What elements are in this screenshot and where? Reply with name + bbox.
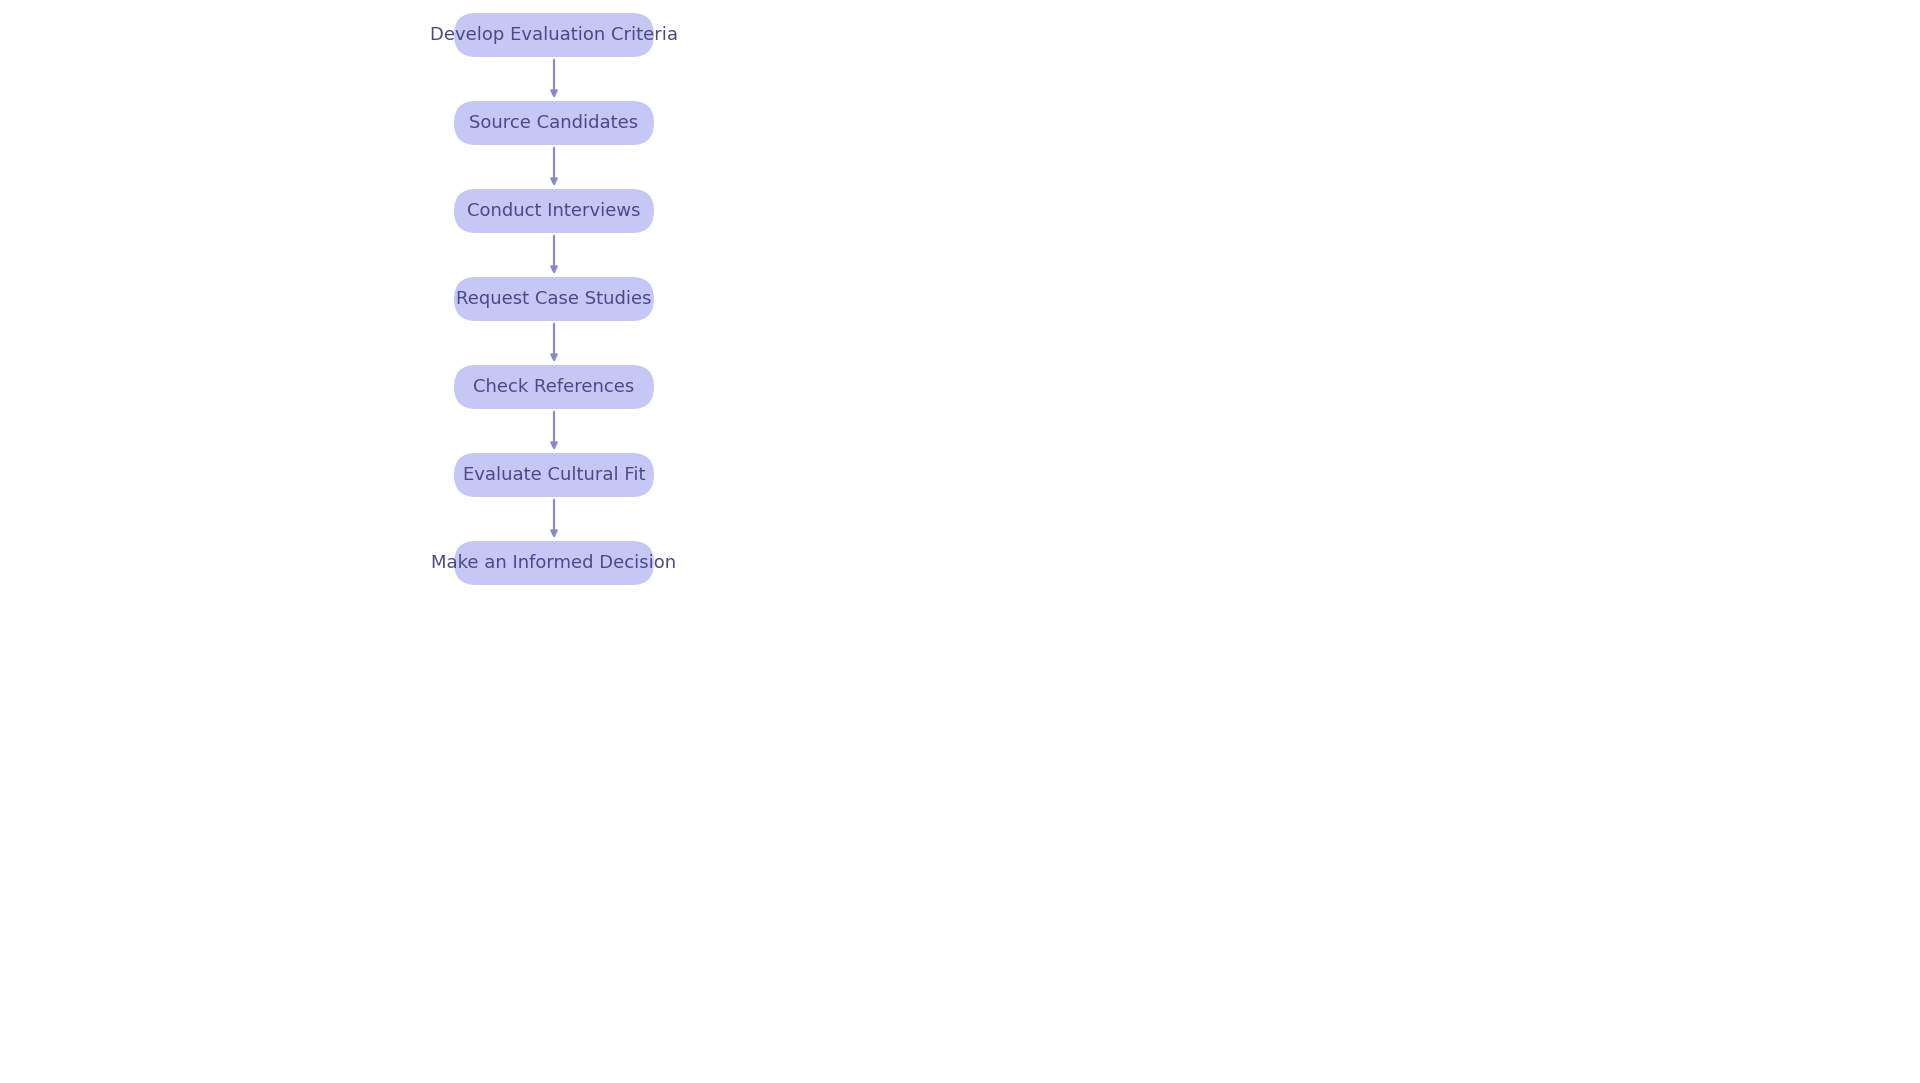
FancyBboxPatch shape: [453, 542, 655, 585]
Text: Make an Informed Decision: Make an Informed Decision: [432, 554, 676, 572]
Text: Source Candidates: Source Candidates: [468, 114, 639, 132]
Text: Request Case Studies: Request Case Studies: [457, 290, 651, 308]
Text: Conduct Interviews: Conduct Interviews: [467, 203, 641, 220]
FancyBboxPatch shape: [453, 453, 655, 497]
Text: Evaluate Cultural Fit: Evaluate Cultural Fit: [463, 466, 645, 484]
FancyBboxPatch shape: [453, 101, 655, 145]
FancyBboxPatch shape: [453, 190, 655, 233]
FancyBboxPatch shape: [453, 365, 655, 409]
Text: Check References: Check References: [474, 378, 636, 396]
Text: Develop Evaluation Criteria: Develop Evaluation Criteria: [430, 26, 678, 44]
FancyBboxPatch shape: [453, 13, 655, 57]
FancyBboxPatch shape: [453, 277, 655, 321]
